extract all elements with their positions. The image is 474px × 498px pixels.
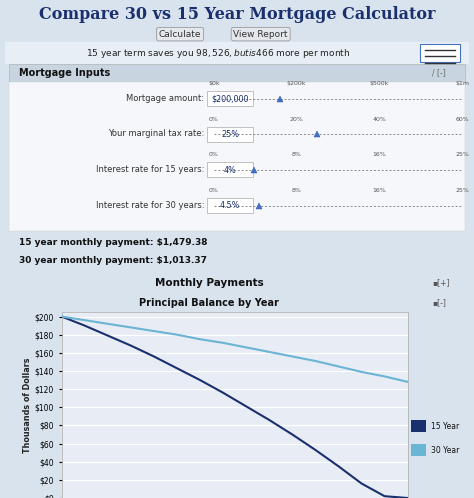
Text: 0%: 0% (209, 117, 219, 122)
Text: ▪[+]: ▪[+] (432, 278, 450, 287)
Text: 16%: 16% (373, 152, 386, 157)
Text: $1m: $1m (456, 81, 469, 86)
Text: 40%: 40% (373, 117, 386, 122)
Text: Interest rate for 15 years:: Interest rate for 15 years: (96, 165, 204, 174)
Text: Calculate: Calculate (159, 30, 201, 39)
Text: 25%: 25% (221, 130, 239, 139)
Text: 16%: 16% (373, 188, 386, 193)
Text: 15 year term saves you $98,526, but is $466 more per month: 15 year term saves you $98,526, but is $… (86, 46, 351, 59)
Bar (420, 44, 460, 62)
Text: 15 Year: 15 Year (431, 422, 459, 431)
Text: Monthly Payments: Monthly Payments (155, 278, 264, 288)
Bar (207, 162, 253, 177)
Bar (207, 198, 253, 213)
Text: Interest rate for 30 years:: Interest rate for 30 years: (96, 201, 204, 210)
Text: Mortgage Inputs: Mortgage Inputs (18, 68, 110, 78)
Text: $200k: $200k (287, 81, 306, 86)
Bar (410, 444, 426, 456)
Text: 20%: 20% (290, 117, 303, 122)
Text: 60%: 60% (456, 117, 469, 122)
Y-axis label: Thousands of Dollars: Thousands of Dollars (23, 357, 32, 453)
Bar (207, 91, 253, 106)
Text: 8%: 8% (292, 152, 301, 157)
Text: Compare 30 vs 15 Year Mortgage Calculator: Compare 30 vs 15 Year Mortgage Calculato… (39, 6, 435, 23)
Text: 25%: 25% (456, 188, 469, 193)
Bar (9, 64, 465, 82)
Bar (207, 127, 253, 142)
Text: 15 year monthly payment: $1,479.38: 15 year monthly payment: $1,479.38 (18, 238, 207, 247)
Text: 4.5%: 4.5% (220, 201, 240, 210)
Text: 30 Year: 30 Year (431, 446, 459, 455)
Bar (410, 420, 426, 432)
Text: $200,000: $200,000 (211, 94, 249, 103)
Text: 25%: 25% (456, 152, 469, 157)
Text: $500k: $500k (370, 81, 389, 86)
Text: 0%: 0% (209, 152, 219, 157)
Text: / [-]: / [-] (432, 69, 446, 78)
Text: 30 year monthly payment: $1,013.37: 30 year monthly payment: $1,013.37 (18, 256, 207, 265)
Text: Principal Balance by Year: Principal Balance by Year (139, 298, 279, 308)
Text: ▪[-]: ▪[-] (432, 298, 446, 307)
Text: Your marginal tax rate:: Your marginal tax rate: (108, 129, 204, 138)
Text: Mortgage amount:: Mortgage amount: (127, 94, 204, 103)
Text: 4%: 4% (224, 166, 237, 175)
Bar (5, 42, 469, 64)
Text: 0%: 0% (209, 188, 219, 193)
Text: $0k: $0k (208, 81, 219, 86)
Text: View Report: View Report (234, 30, 288, 39)
Text: 8%: 8% (292, 188, 301, 193)
Bar (9, 82, 465, 231)
